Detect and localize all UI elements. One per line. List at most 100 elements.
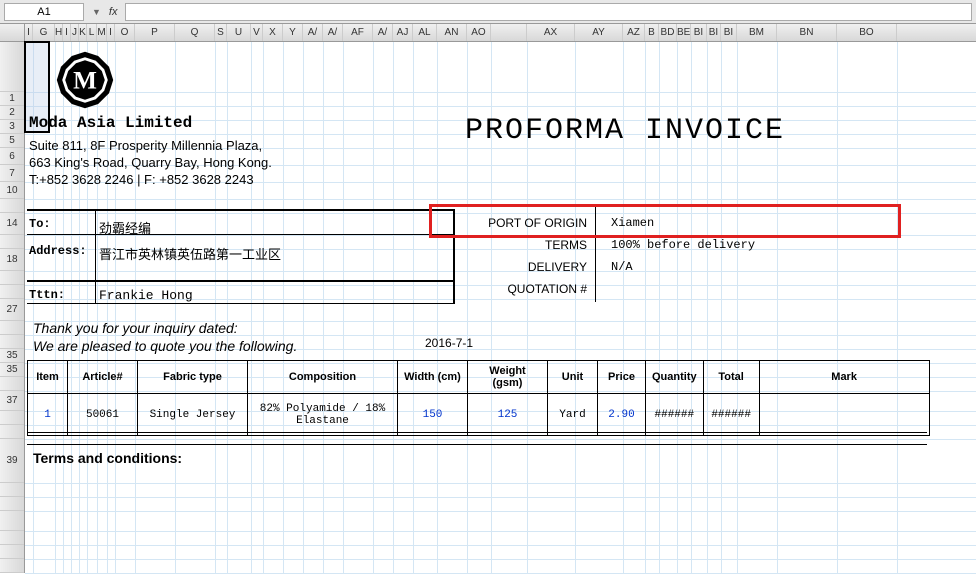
col-header[interactable]: BI: [707, 24, 721, 41]
row-header[interactable]: 27: [0, 299, 24, 321]
row-header[interactable]: [0, 335, 24, 349]
row-header[interactable]: [0, 531, 24, 545]
dropdown-icon[interactable]: ▼: [92, 7, 101, 17]
col-header[interactable]: BI: [721, 24, 737, 41]
address-line-2: 663 King's Road, Quarry Bay, Hong Kong.: [29, 155, 272, 170]
col-header[interactable]: BD: [659, 24, 677, 41]
col-header[interactable]: A/: [303, 24, 323, 41]
col-header[interactable]: L: [87, 24, 97, 41]
col-header[interactable]: BE: [677, 24, 691, 41]
row-header[interactable]: 18: [0, 249, 24, 271]
row-header[interactable]: 39: [0, 439, 24, 483]
col-header[interactable]: AX: [527, 24, 575, 41]
table-header-cell: Composition: [248, 361, 398, 394]
inquiry-date: 2016-7-1: [425, 336, 473, 350]
to-label: To:: [29, 217, 51, 231]
row-header[interactable]: [0, 285, 24, 299]
table-header-cell: Total: [703, 361, 759, 394]
table-cell: ######: [703, 394, 759, 436]
row-header[interactable]: [0, 483, 24, 497]
col-header[interactable]: A/: [373, 24, 393, 41]
col-header[interactable]: H: [55, 24, 63, 41]
col-header[interactable]: G: [33, 24, 55, 41]
table-cell: [759, 394, 929, 436]
col-header[interactable]: X: [263, 24, 283, 41]
row-header[interactable]: 10: [0, 182, 24, 199]
row-header[interactable]: 7: [0, 165, 24, 182]
row-header[interactable]: 6: [0, 148, 24, 165]
col-header[interactable]: J: [71, 24, 79, 41]
col-header[interactable]: AY: [575, 24, 623, 41]
row-header[interactable]: [0, 425, 24, 439]
row-header[interactable]: 35: [0, 363, 24, 377]
row-header[interactable]: [0, 411, 24, 425]
table-cell: 125: [468, 394, 548, 436]
attn-value: Frankie Hong: [99, 288, 193, 303]
row-header[interactable]: [0, 199, 24, 213]
col-header[interactable]: U: [227, 24, 251, 41]
spreadsheet-grid[interactable]: M Moda Asia Limited Suite 811, 8F Prospe…: [25, 42, 976, 573]
col-header[interactable]: AL: [413, 24, 437, 41]
formula-input[interactable]: [125, 3, 972, 21]
row-header[interactable]: [0, 545, 24, 559]
col-header[interactable]: I: [25, 24, 33, 41]
table-cell: 2.90: [598, 394, 646, 436]
document-title: PROFORMA INVOICE: [465, 114, 785, 148]
to-value: 劲霸经编: [99, 218, 151, 237]
col-header[interactable]: A/: [323, 24, 343, 41]
row-header[interactable]: [0, 511, 24, 531]
col-header[interactable]: AJ: [393, 24, 413, 41]
shipping-block: PORT OF ORIGINXiamen TERMS100% before de…: [430, 212, 755, 300]
table-cell: Yard: [548, 394, 598, 436]
table-row: 150061Single Jersey82% Polyamide / 18% E…: [28, 394, 930, 436]
col-header[interactable]: BO: [837, 24, 897, 41]
select-all-corner[interactable]: [0, 24, 25, 41]
table-header-cell: Article#: [68, 361, 138, 394]
col-header[interactable]: AO: [467, 24, 491, 41]
col-header[interactable]: BM: [737, 24, 777, 41]
delivery-label: DELIVERY: [430, 260, 595, 274]
col-header[interactable]: P: [135, 24, 175, 41]
col-header[interactable]: [491, 24, 527, 41]
table-cell: 150: [398, 394, 468, 436]
col-header[interactable]: B: [645, 24, 659, 41]
row-header[interactable]: 1: [0, 92, 24, 106]
col-header[interactable]: BI: [691, 24, 707, 41]
svg-text:M: M: [73, 67, 97, 94]
col-header[interactable]: I: [107, 24, 115, 41]
row-header[interactable]: 2: [0, 106, 24, 120]
col-header[interactable]: AF: [343, 24, 373, 41]
col-header[interactable]: M: [97, 24, 107, 41]
row-headers: 1235671014182735353739: [0, 42, 25, 573]
row-header[interactable]: [0, 235, 24, 249]
col-header[interactable]: AN: [437, 24, 467, 41]
formula-bar: A1 ▼ fx: [0, 0, 976, 24]
row-header[interactable]: 35: [0, 349, 24, 363]
row-header[interactable]: 37: [0, 391, 24, 411]
terms-label: TERMS: [430, 238, 595, 252]
col-header[interactable]: S: [215, 24, 227, 41]
row-header[interactable]: 3: [0, 120, 24, 134]
col-header[interactable]: AZ: [623, 24, 645, 41]
row-header[interactable]: [0, 271, 24, 285]
row-header[interactable]: [0, 559, 24, 573]
col-header[interactable]: K: [79, 24, 87, 41]
col-header[interactable]: I: [63, 24, 71, 41]
address-label: Address:: [29, 244, 87, 258]
table-cell: Single Jersey: [138, 394, 248, 436]
row-header[interactable]: 5: [0, 134, 24, 148]
row-header[interactable]: [0, 321, 24, 335]
table-header-cell: Item: [28, 361, 68, 394]
column-headers: IGHIJKLMIOPQSUVXYA/A/AFA/AJALANAOAXAYAZB…: [0, 24, 976, 42]
name-box[interactable]: A1: [4, 3, 84, 21]
row-header[interactable]: [0, 497, 24, 511]
col-header[interactable]: O: [115, 24, 135, 41]
col-header[interactable]: Y: [283, 24, 303, 41]
row-header[interactable]: 14: [0, 213, 24, 235]
col-header[interactable]: V: [251, 24, 263, 41]
row-header[interactable]: [0, 42, 24, 92]
address-value: 晋江市英林镇英伍路第一工业区: [99, 244, 281, 263]
col-header[interactable]: BN: [777, 24, 837, 41]
row-header[interactable]: [0, 377, 24, 391]
col-header[interactable]: Q: [175, 24, 215, 41]
